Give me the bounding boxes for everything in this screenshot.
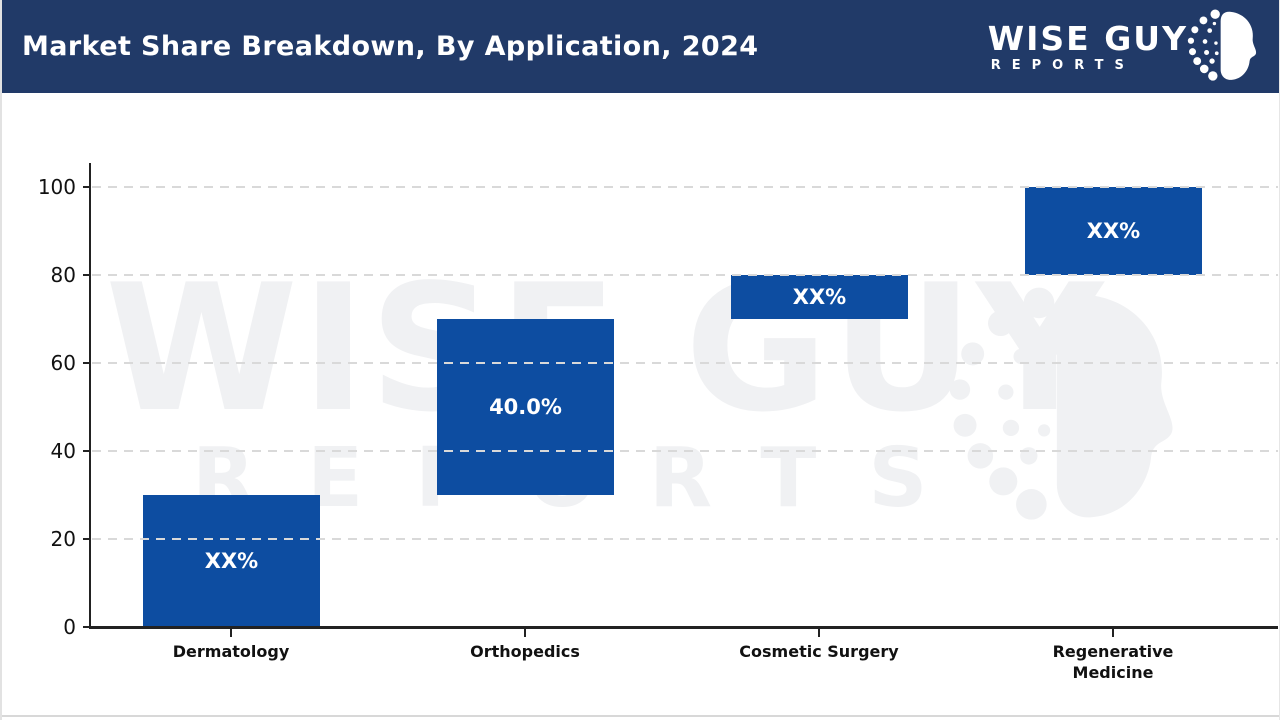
y-tickmark (83, 362, 90, 364)
bar-value-label: XX% (1086, 219, 1141, 243)
bar-value-label: XX% (792, 285, 847, 309)
y-tick-label: 100 (37, 175, 76, 199)
bar-dermatology: XX% (143, 495, 320, 627)
y-tickmark (83, 186, 90, 188)
bottom-divider (2, 715, 1279, 717)
x-tickmark (524, 629, 526, 637)
gridline-40 (92, 450, 1278, 452)
bar-value-label: 40.0% (489, 395, 562, 419)
gridline-80 (92, 274, 1278, 276)
header-bar: Market Share Breakdown, By Application, … (2, 0, 1279, 93)
x-category-label: Cosmetic Surgery (739, 642, 899, 661)
bar-cosmetic-surgery: XX% (731, 275, 908, 319)
bar-regenerative-medicine: XX% (1025, 187, 1202, 275)
y-tickmark (83, 274, 90, 276)
bar-value-label: XX% (204, 549, 259, 573)
wiseguy-face-icon (1182, 4, 1264, 90)
y-tick-label: 20 (50, 527, 76, 551)
y-tickmark (83, 450, 90, 452)
x-tickmark (818, 629, 820, 637)
y-tick-label: 40 (50, 439, 76, 463)
y-tick-label: 60 (50, 351, 76, 375)
y-axis-line (89, 163, 91, 628)
logo-line1: WISE GUY (987, 18, 1188, 58)
bar-orthopedics: 40.0% (437, 319, 614, 495)
gridline-20 (92, 538, 1278, 540)
x-category-label: Dermatology (172, 642, 290, 661)
x-tickmark (1112, 629, 1114, 637)
y-tickmark (83, 626, 90, 628)
x-axis-line (89, 626, 1278, 629)
page-title: Market Share Breakdown, By Application, … (22, 31, 759, 62)
logo-line2: REPORTS (990, 57, 1135, 73)
y-tickmark (83, 538, 90, 540)
x-tickmark (230, 629, 232, 637)
gridline-60 (92, 362, 1278, 364)
x-category-label: Orthopedics (470, 642, 580, 661)
gridline-100 (92, 186, 1278, 188)
logo-wordmark: WISE GUY REPORTS (988, 22, 1188, 72)
y-tick-label: 0 (63, 615, 76, 639)
wise-guy-logo: WISE GUY REPORTS (988, 4, 1264, 90)
watermark-face-icon (937, 245, 1192, 575)
y-tick-label: 80 (50, 263, 76, 287)
x-category-label: Regenerative Medicine (1052, 642, 1174, 682)
